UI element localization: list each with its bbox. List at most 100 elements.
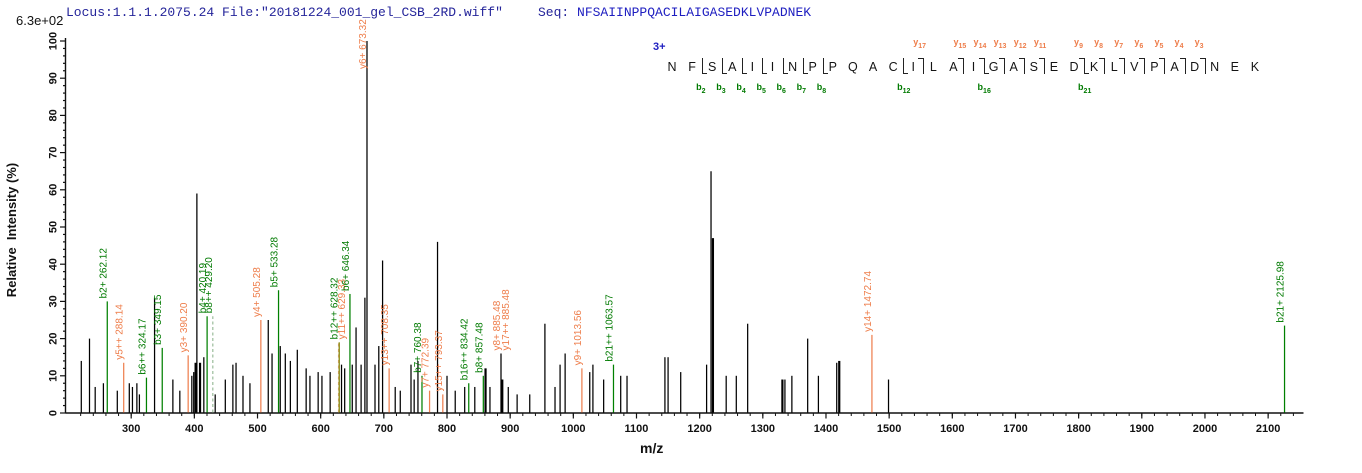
- peak-label: b3+ 349.15: [153, 294, 164, 345]
- fragmentation-cut-mark: [782, 58, 784, 74]
- residue-letter: N: [788, 60, 798, 74]
- fragmentation-cut-mark: [923, 58, 925, 74]
- b-ion-label: b8: [816, 82, 827, 95]
- residue-letter: P: [808, 60, 817, 74]
- b-ion-label: b21: [1078, 82, 1092, 95]
- locus-file-header: Locus:1.1.1.2075.24 File:"20181224_001_g…: [66, 5, 503, 20]
- residue-letter: G: [988, 60, 999, 74]
- y-cut-foot: [918, 58, 924, 59]
- x-tick-label: 1400: [814, 423, 838, 435]
- residue-letter: D: [1069, 60, 1079, 74]
- y-ion-label: y6: [1134, 37, 1144, 50]
- b-cut-foot: [782, 73, 788, 74]
- fragmentation-cut-mark: [983, 58, 985, 74]
- fragmentation-cut-mark: [903, 58, 905, 74]
- residue-letter: A: [1170, 60, 1179, 74]
- residue-letter: I: [770, 60, 775, 74]
- peak-label: b2+ 262.12: [98, 248, 109, 299]
- x-tick-label: 1000: [561, 423, 585, 435]
- residue-letter: C: [888, 60, 898, 74]
- fragmentation-cut-mark: [762, 58, 764, 74]
- y-ion-label: y7: [1114, 37, 1124, 50]
- x-tick-label: 2000: [1193, 423, 1217, 435]
- residue-letter: P: [1150, 60, 1159, 74]
- y-cut-foot: [1119, 58, 1125, 59]
- b-cut-foot: [722, 73, 728, 74]
- x-tick-label: 2100: [1256, 423, 1280, 435]
- b-ion-label: b12: [897, 82, 911, 95]
- fragmentation-cut-mark: [1043, 58, 1045, 74]
- y-tick-label: 40: [48, 258, 60, 270]
- residue-letter: D: [1190, 60, 1200, 74]
- peak-label: y14+ 1472.74: [863, 271, 874, 332]
- x-tick-label: 1300: [751, 423, 775, 435]
- y-ion-label: y15: [953, 37, 967, 50]
- y-cut-foot: [1099, 58, 1105, 59]
- x-tick-label: 900: [501, 423, 519, 435]
- b-cut-foot: [742, 73, 748, 74]
- b-ion-label: b16: [977, 82, 991, 95]
- b-cut-foot: [983, 73, 989, 74]
- residue-letter: I: [750, 60, 755, 74]
- fragmentation-cut-mark: [1144, 58, 1146, 74]
- residue-letter: I: [911, 60, 915, 74]
- residue-letter: L: [929, 60, 937, 74]
- residue-letter: V: [1130, 60, 1139, 74]
- y-ion-label: y13: [993, 37, 1007, 50]
- y-cut-foot: [978, 58, 984, 59]
- residue-letter: P: [828, 60, 837, 74]
- y-tick-label: 0: [48, 410, 60, 416]
- x-axis-title: m/z: [640, 440, 664, 456]
- x-tick-label: 1600: [940, 423, 964, 435]
- x-tick-label: 800: [438, 423, 456, 435]
- seq-label: Seq:: [538, 5, 578, 20]
- y-tick-label: 100: [48, 32, 60, 50]
- b-cut-foot: [802, 73, 808, 74]
- peak-label: y13++ 708.35: [380, 304, 391, 366]
- b-ion-label: b4: [736, 82, 746, 95]
- y-cut-foot: [958, 58, 964, 59]
- y-tick-label: 20: [48, 332, 60, 344]
- peak-label: y15++ 793.37: [434, 330, 445, 392]
- residue-letter: A: [949, 60, 958, 74]
- x-tick-label: 700: [375, 423, 393, 435]
- fragmentation-cut-mark: [1164, 58, 1166, 74]
- x-tick-label: 1800: [1066, 423, 1090, 435]
- fragmentation-cut-mark: [1003, 58, 1005, 74]
- y-cut-foot: [1038, 58, 1044, 59]
- residue-letter: E: [1049, 60, 1059, 74]
- peak-label: y4+ 505.28: [252, 267, 263, 317]
- residue-letter: K: [1089, 60, 1099, 74]
- y-tick-label: 80: [48, 109, 60, 121]
- fragmentation-cut-mark: [822, 58, 824, 74]
- b-cut-foot: [702, 73, 708, 74]
- y-cut-foot: [1159, 58, 1165, 59]
- peak-label: b6+ 646.34: [341, 240, 352, 291]
- y-ion-label: y5: [1154, 37, 1164, 50]
- x-tick-label: 1900: [1130, 423, 1154, 435]
- y-cut-foot: [1139, 58, 1145, 59]
- y-ion-label: y14: [973, 37, 987, 50]
- fragmentation-cut-mark: [963, 58, 965, 74]
- y-tick-label: 30: [48, 295, 60, 307]
- b-ion-label: b6: [776, 82, 786, 95]
- peak-label: y5++ 288.14: [115, 304, 126, 360]
- peak-label: b12++ 628.32: [330, 277, 341, 339]
- y-tick-label: 50: [48, 221, 60, 233]
- peak-label: b7+ 760.38: [413, 322, 424, 373]
- y-tick-label: 70: [48, 146, 60, 158]
- residue-letter: A: [868, 60, 878, 74]
- y-ion-label: y3: [1194, 37, 1204, 50]
- residue-letter: A: [728, 60, 737, 74]
- y-ion-label: y12: [1013, 37, 1027, 50]
- residue-letter: I: [971, 60, 976, 74]
- x-tick-label: 500: [248, 423, 266, 435]
- y-tick-label: 10: [48, 370, 60, 382]
- residue-letter: E: [1230, 60, 1239, 74]
- peak-label: b21+ 2125.98: [1276, 261, 1287, 323]
- x-tick-label: 1100: [625, 423, 649, 435]
- y-cut-foot: [1018, 58, 1024, 59]
- max-intensity-label: 6.3e+02: [16, 13, 64, 28]
